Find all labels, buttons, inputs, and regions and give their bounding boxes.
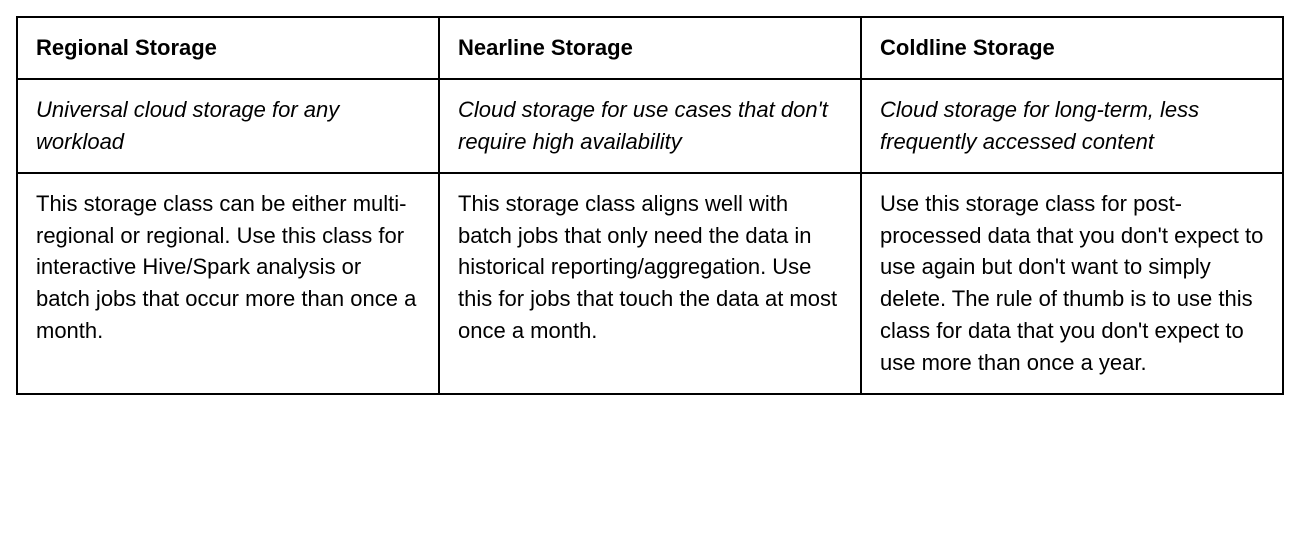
header-regional: Regional Storage	[17, 17, 439, 79]
header-coldline: Coldline Storage	[861, 17, 1283, 79]
subtitle-regional: Universal cloud storage for any workload	[17, 79, 439, 173]
description-nearline: This storage class aligns well with batc…	[439, 173, 861, 394]
header-nearline: Nearline Storage	[439, 17, 861, 79]
subtitle-coldline: Cloud storage for long-term, less freque…	[861, 79, 1283, 173]
table-header-row: Regional Storage Nearline Storage Coldli…	[17, 17, 1283, 79]
subtitle-nearline: Cloud storage for use cases that don't r…	[439, 79, 861, 173]
storage-classes-table: Regional Storage Nearline Storage Coldli…	[16, 16, 1284, 395]
table-description-row: This storage class can be either multi-r…	[17, 173, 1283, 394]
table-subtitle-row: Universal cloud storage for any workload…	[17, 79, 1283, 173]
description-coldline: Use this storage class for post-processe…	[861, 173, 1283, 394]
description-regional: This storage class can be either multi-r…	[17, 173, 439, 394]
